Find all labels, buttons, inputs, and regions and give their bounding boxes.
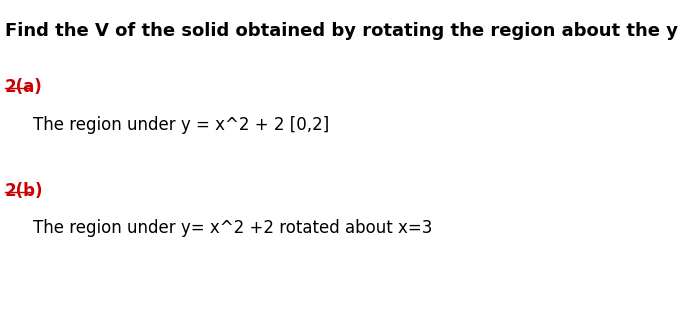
Text: 2(b): 2(b) xyxy=(5,182,43,200)
Text: The region under y= x^2 +2 rotated about x=3: The region under y= x^2 +2 rotated about… xyxy=(33,219,433,237)
Text: The region under y = x^2 + 2 [0,2]: The region under y = x^2 + 2 [0,2] xyxy=(33,116,329,134)
Text: Find the V of the solid obtained by rotating the region about the y-axis.: Find the V of the solid obtained by rota… xyxy=(5,22,679,40)
Text: 2(a): 2(a) xyxy=(5,78,43,96)
